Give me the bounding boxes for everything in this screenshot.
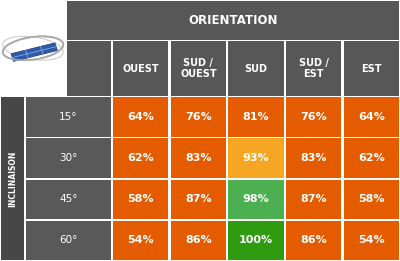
Bar <box>113 221 168 260</box>
Bar <box>286 97 341 137</box>
Bar <box>286 180 341 219</box>
Bar <box>344 41 399 96</box>
Bar <box>171 221 226 260</box>
Bar <box>113 97 168 137</box>
Text: 58%: 58% <box>358 194 384 204</box>
Bar <box>1 41 65 96</box>
Text: 58%: 58% <box>128 194 154 204</box>
Bar <box>228 180 284 219</box>
Text: SUD /
EST: SUD / EST <box>299 58 328 79</box>
Text: 62%: 62% <box>358 153 384 163</box>
Bar <box>344 221 399 260</box>
Text: 83%: 83% <box>185 153 212 163</box>
Text: 54%: 54% <box>358 235 384 245</box>
Bar <box>228 221 284 260</box>
Text: 15°: 15° <box>59 112 78 122</box>
Bar <box>113 180 168 219</box>
Bar <box>171 180 226 219</box>
Bar <box>171 97 226 137</box>
Text: 45°: 45° <box>59 194 78 204</box>
Bar <box>26 138 111 178</box>
Text: 87%: 87% <box>300 194 327 204</box>
Text: OUEST: OUEST <box>122 63 159 74</box>
Text: 60°: 60° <box>59 235 78 245</box>
Bar <box>344 180 399 219</box>
Text: 54%: 54% <box>128 235 154 245</box>
Text: ORIENTATION: ORIENTATION <box>188 14 278 27</box>
Text: SUD /
OUEST: SUD / OUEST <box>180 58 217 79</box>
Bar <box>1 97 24 260</box>
Bar <box>228 138 284 178</box>
Text: 83%: 83% <box>300 153 327 163</box>
Bar <box>113 41 168 96</box>
Text: 76%: 76% <box>185 112 212 122</box>
Bar <box>26 97 111 137</box>
Text: 98%: 98% <box>243 194 269 204</box>
Bar <box>286 221 341 260</box>
Bar <box>1 1 65 40</box>
Bar <box>228 97 284 137</box>
Text: 76%: 76% <box>300 112 327 122</box>
Text: 62%: 62% <box>128 153 154 163</box>
Text: 100%: 100% <box>239 235 273 245</box>
Bar <box>67 41 111 96</box>
Text: SUD: SUD <box>244 63 268 74</box>
Bar <box>26 180 111 219</box>
Text: 86%: 86% <box>300 235 327 245</box>
Bar <box>228 41 284 96</box>
Polygon shape <box>11 43 58 61</box>
Text: 64%: 64% <box>127 112 154 122</box>
Bar <box>171 41 226 96</box>
Text: EST: EST <box>361 63 382 74</box>
Bar <box>26 221 111 260</box>
Bar <box>67 1 399 40</box>
Text: 86%: 86% <box>185 235 212 245</box>
Text: INCLINAISON: INCLINAISON <box>8 151 17 207</box>
Bar <box>344 97 399 137</box>
Bar <box>286 138 341 178</box>
Bar <box>113 138 168 178</box>
Bar <box>286 41 341 96</box>
Bar <box>344 138 399 178</box>
Text: 81%: 81% <box>243 112 269 122</box>
Bar <box>171 138 226 178</box>
Text: 64%: 64% <box>358 112 385 122</box>
Text: 87%: 87% <box>185 194 212 204</box>
Text: 30°: 30° <box>59 153 78 163</box>
Text: 93%: 93% <box>243 153 269 163</box>
